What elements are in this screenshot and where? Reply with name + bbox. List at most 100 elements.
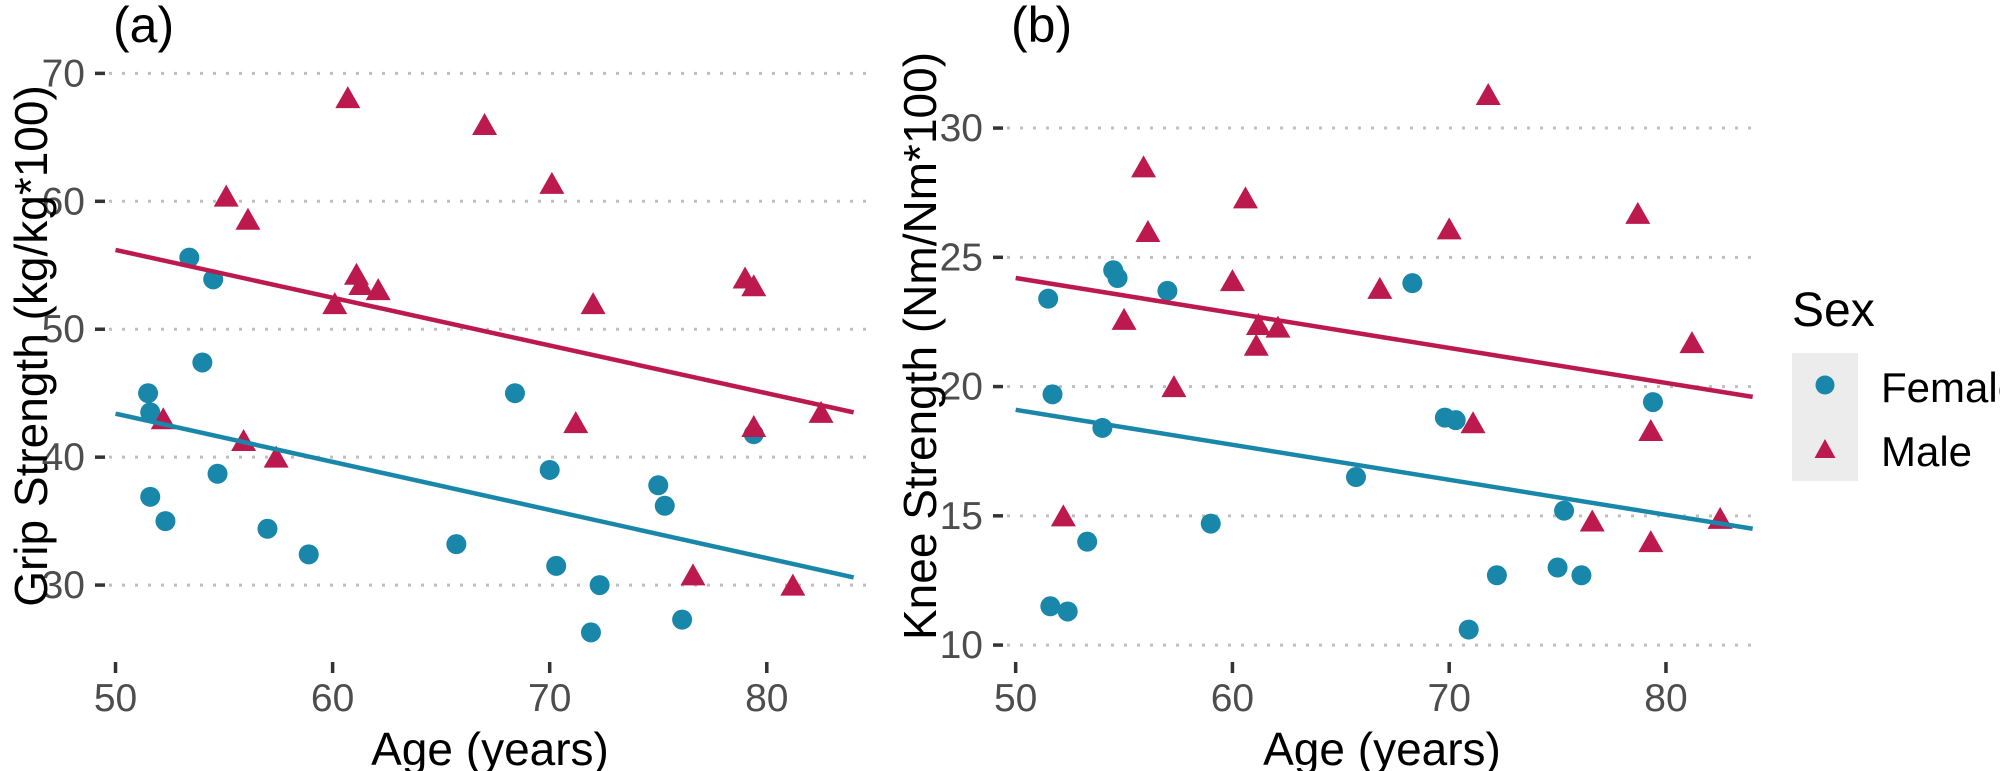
male-data-point <box>1460 411 1486 434</box>
x-tick-label-70: 70 <box>1428 677 1471 720</box>
female-data-point <box>138 383 159 404</box>
x-tick-label-70: 70 <box>528 677 571 720</box>
female-data-point <box>1345 467 1366 488</box>
female-data-point <box>1571 565 1592 586</box>
female-data-point <box>1642 392 1663 413</box>
x-tick-label-50: 50 <box>94 677 137 720</box>
panel-b-x-axis-title: Age (years) <box>1263 723 1501 771</box>
female-data-point <box>1200 513 1221 534</box>
male-data-point <box>1245 313 1271 336</box>
y-tick-label-20: 20 <box>940 366 983 409</box>
y-tick-label-50: 50 <box>42 308 85 351</box>
female-data-point <box>140 402 161 423</box>
x-tick-label-80: 80 <box>745 677 788 720</box>
panel-b-y-axis-title: Knee Strength (Nm/Nm*100) <box>894 51 946 641</box>
female-data-point <box>298 544 319 565</box>
x-tick-label-60: 60 <box>311 677 354 720</box>
male-data-point <box>472 113 498 136</box>
female-data-point <box>539 459 560 480</box>
male-data-point <box>235 207 261 230</box>
male-data-point <box>1625 201 1651 224</box>
y-tick-label-15: 15 <box>940 495 983 538</box>
female-data-point <box>207 463 228 484</box>
female-data-point <box>1040 596 1061 617</box>
female-trend-line <box>1015 407 1754 531</box>
female-data-point <box>1077 531 1098 552</box>
female-data-point <box>1107 267 1128 288</box>
male-data-point <box>1638 530 1664 553</box>
male-triangle-icon <box>1814 439 1836 458</box>
y-tick-label-25: 25 <box>940 236 983 279</box>
male-data-point <box>1135 219 1161 242</box>
panel-b-title: (b) <box>1011 0 1073 53</box>
male-data-point <box>1579 509 1605 532</box>
male-data-point <box>365 278 391 301</box>
male-data-point <box>1161 375 1187 398</box>
female-data-point <box>1057 601 1078 622</box>
male-data-point <box>335 86 361 109</box>
male-data-point <box>1050 504 1076 527</box>
female-data-point <box>546 555 567 576</box>
male-data-point <box>1367 276 1393 299</box>
x-tick-label-60: 60 <box>1211 677 1254 720</box>
female-data-point <box>179 247 200 268</box>
male-data-point <box>1679 331 1705 354</box>
y-tick-label-60: 60 <box>42 180 85 223</box>
male-data-point <box>1219 269 1245 292</box>
legend-key-female <box>1792 353 1858 417</box>
male-data-point <box>539 171 565 194</box>
female-data-point <box>672 609 693 630</box>
female-data-point <box>1157 280 1178 301</box>
male-data-point <box>348 272 374 295</box>
male-data-point <box>1111 307 1137 330</box>
y-tick-label-30: 30 <box>940 107 983 150</box>
female-trend-line <box>115 411 855 580</box>
legend-key-male <box>1792 417 1858 481</box>
male-data-point <box>1243 333 1269 356</box>
female-data-point <box>446 534 467 555</box>
female-circle-icon <box>1815 375 1835 395</box>
x-tick-label-50: 50 <box>994 677 1037 720</box>
female-data-point <box>1042 384 1063 405</box>
legend-label-female: Female <box>1881 364 2000 411</box>
x-tick-label-80: 80 <box>1644 677 1687 720</box>
male-data-point <box>1475 82 1501 105</box>
male-data-point <box>1131 155 1157 178</box>
legend-label-male: Male <box>1881 428 1973 475</box>
legend-title: Sex <box>1792 284 1875 337</box>
female-data-point <box>257 518 278 539</box>
female-data-point <box>1445 410 1466 431</box>
male-data-point <box>1436 217 1462 240</box>
female-data-point <box>654 495 675 516</box>
female-data-point <box>1554 500 1575 521</box>
female-data-point <box>648 475 669 496</box>
female-data-point <box>1402 273 1423 294</box>
male-data-point <box>1232 186 1258 209</box>
male-data-point <box>1265 315 1291 338</box>
female-data-point <box>1547 557 1568 578</box>
y-tick-label-40: 40 <box>42 436 85 479</box>
female-data-point <box>589 575 610 596</box>
female-data-point <box>155 511 176 532</box>
panel-a-y-axis-title: Grip Strength (kg/kg*100) <box>5 85 57 607</box>
y-tick-label-10: 10 <box>940 624 983 667</box>
female-data-point <box>504 383 525 404</box>
female-data-point <box>1458 619 1479 640</box>
female-data-point <box>1486 565 1507 586</box>
male-data-point <box>780 573 806 596</box>
male-data-point <box>1638 419 1664 442</box>
male-data-point <box>741 414 767 437</box>
male-data-point <box>263 445 289 468</box>
male-data-point <box>213 184 239 207</box>
y-tick-label-70: 70 <box>42 52 85 95</box>
male-trend-line <box>115 247 855 415</box>
male-trend-line <box>1015 275 1754 400</box>
male-data-point <box>741 274 767 297</box>
male-data-point <box>322 292 348 315</box>
y-tick-label-30: 30 <box>42 564 85 607</box>
male-data-point <box>808 400 834 423</box>
female-data-point <box>192 352 213 373</box>
male-data-point <box>680 563 706 586</box>
